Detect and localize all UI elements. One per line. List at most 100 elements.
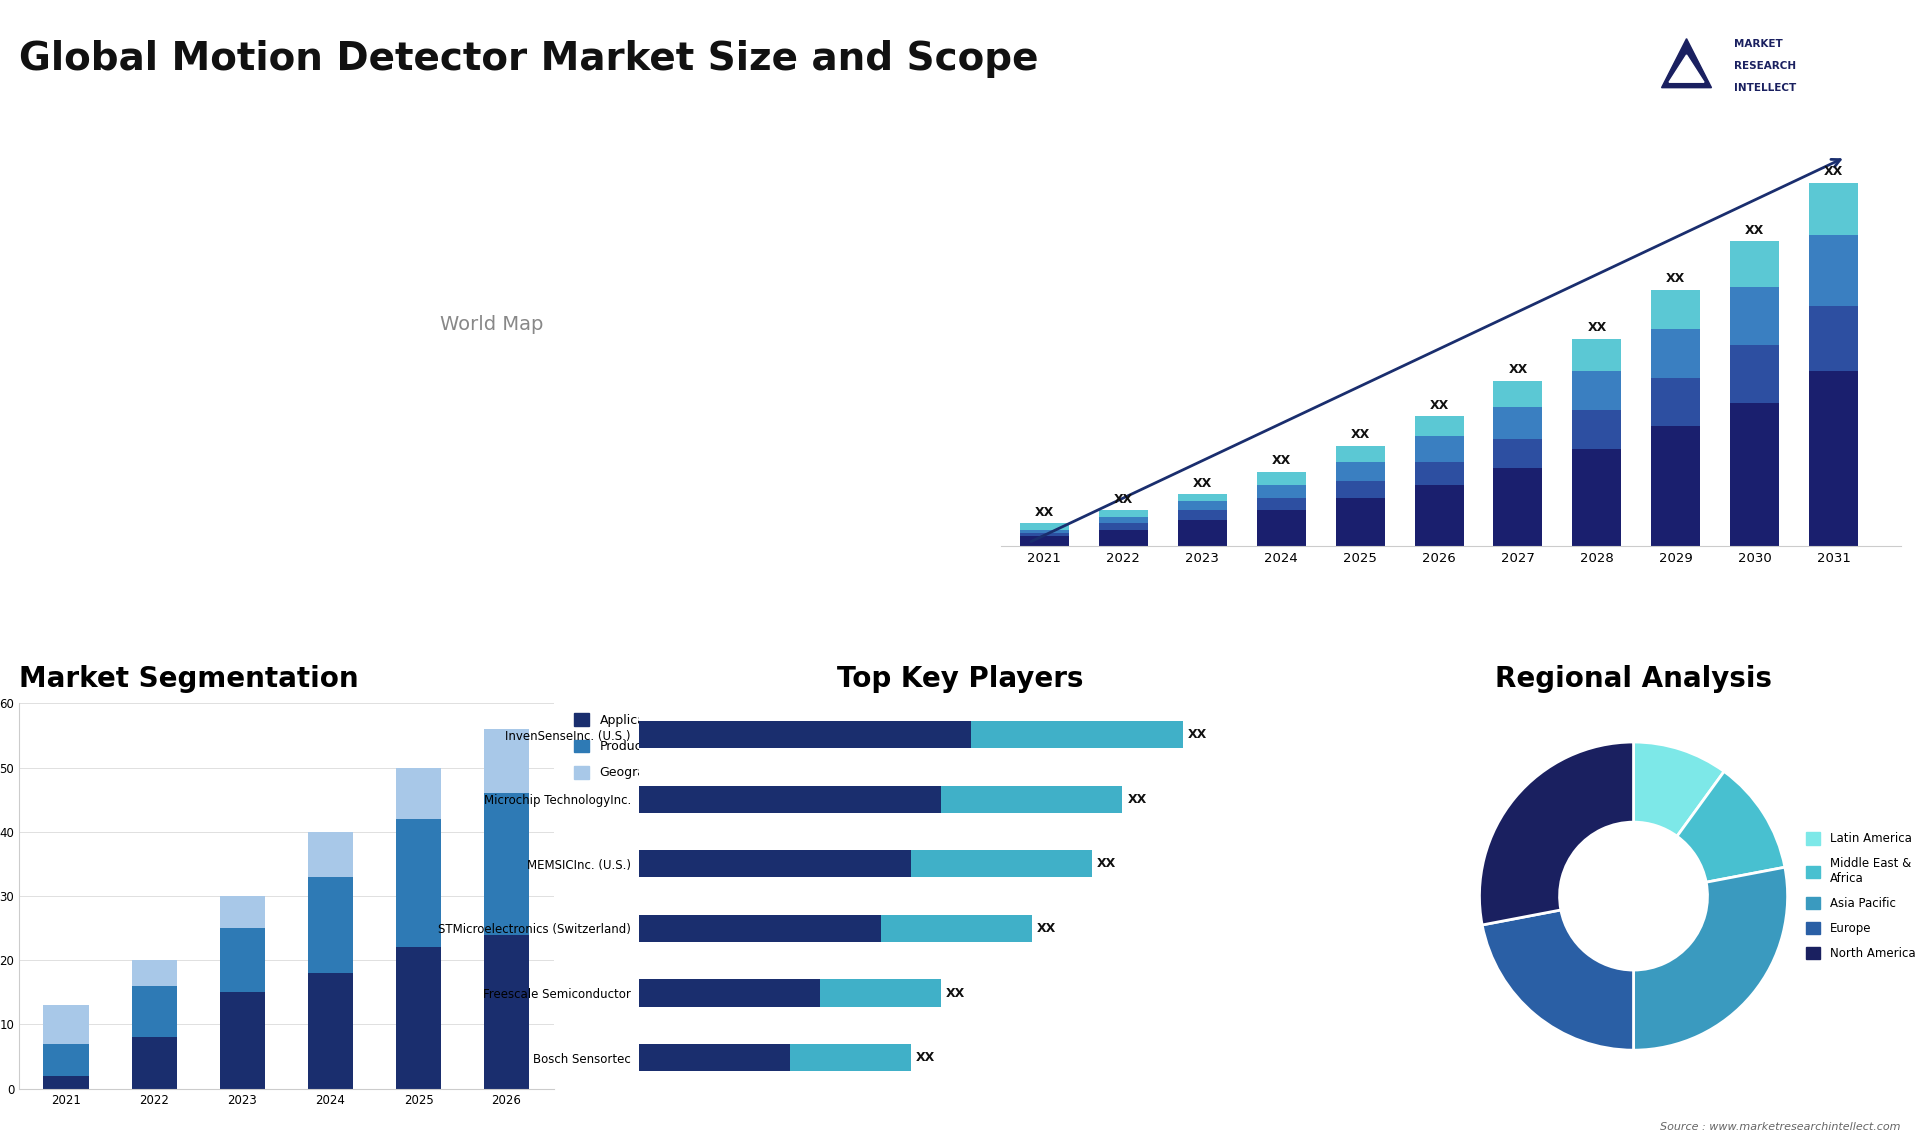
Polygon shape	[1668, 55, 1705, 83]
Title: Top Key Players: Top Key Players	[837, 665, 1083, 693]
Text: Market Segmentation: Market Segmentation	[19, 665, 359, 693]
Bar	[44, 1076, 88, 1089]
Text: XX: XX	[1428, 399, 1450, 411]
Bar	[1809, 183, 1859, 235]
Bar	[1809, 371, 1859, 547]
Wedge shape	[1634, 868, 1788, 1050]
Text: XX: XX	[1745, 223, 1764, 237]
Bar	[396, 948, 442, 1089]
Bar	[1572, 449, 1620, 547]
Text: INTELLECT: INTELLECT	[1734, 83, 1797, 93]
Bar	[1415, 435, 1463, 462]
Bar	[1809, 235, 1859, 306]
Text: RESEARCH: RESEARCH	[1734, 61, 1795, 71]
Bar	[1730, 345, 1780, 403]
Bar	[396, 819, 442, 948]
Bar	[1098, 524, 1148, 529]
Bar	[820, 980, 941, 1006]
Bar	[1336, 446, 1384, 462]
Bar	[219, 928, 265, 992]
Text: XX: XX	[1096, 857, 1116, 870]
Bar	[1730, 403, 1780, 547]
Bar	[484, 793, 530, 935]
Bar	[1572, 371, 1620, 410]
Bar	[1258, 471, 1306, 485]
Bar	[1494, 439, 1542, 469]
Title: Regional Analysis: Regional Analysis	[1496, 665, 1772, 693]
Bar	[1651, 290, 1701, 329]
Bar	[1336, 497, 1384, 547]
Polygon shape	[1661, 39, 1711, 87]
Text: XX: XX	[1271, 454, 1290, 468]
Bar	[307, 877, 353, 973]
Wedge shape	[1676, 771, 1786, 882]
Bar	[307, 973, 353, 1089]
Bar	[1415, 416, 1463, 435]
Wedge shape	[1480, 741, 1634, 925]
Legend: Application, Product, Geography: Application, Product, Geography	[570, 709, 674, 783]
Bar	[972, 721, 1183, 748]
Wedge shape	[1482, 910, 1634, 1050]
Bar	[44, 1005, 88, 1044]
Bar	[639, 915, 881, 942]
Bar	[219, 992, 265, 1089]
Bar	[1020, 533, 1069, 536]
Text: XX: XX	[1509, 363, 1528, 376]
Wedge shape	[1634, 741, 1724, 837]
Text: XX: XX	[1350, 429, 1369, 441]
Legend: Latin America, Middle East &
Africa, Asia Pacific, Europe, North America: Latin America, Middle East & Africa, Asi…	[1801, 827, 1920, 965]
Bar	[484, 729, 530, 793]
Bar	[1258, 497, 1306, 510]
Bar	[1415, 485, 1463, 547]
Bar	[132, 986, 177, 1037]
Text: XX: XX	[1114, 493, 1133, 505]
Bar	[1336, 481, 1384, 497]
Text: XX: XX	[916, 1051, 935, 1065]
Text: Global Motion Detector Market Size and Scope: Global Motion Detector Market Size and S…	[19, 40, 1039, 78]
Bar	[1177, 520, 1227, 547]
Text: XX: XX	[1037, 921, 1056, 935]
Text: Source : www.marketresearchintellect.com: Source : www.marketresearchintellect.com	[1661, 1122, 1901, 1132]
Bar	[1098, 510, 1148, 517]
Text: XX: XX	[947, 987, 966, 999]
Bar	[1258, 510, 1306, 547]
Bar	[1494, 380, 1542, 407]
Bar	[1572, 338, 1620, 371]
Text: XX: XX	[1667, 273, 1686, 285]
Bar	[44, 1044, 88, 1076]
Bar	[1177, 501, 1227, 510]
Bar	[1177, 510, 1227, 520]
Bar	[912, 850, 1092, 878]
Bar	[639, 786, 941, 813]
Bar	[941, 786, 1123, 813]
Bar	[639, 721, 972, 748]
Bar	[1098, 517, 1148, 524]
Text: XX: XX	[1127, 793, 1146, 806]
Bar	[1177, 494, 1227, 501]
Bar	[1020, 529, 1069, 533]
Bar	[639, 980, 820, 1006]
Text: XX: XX	[1192, 477, 1212, 489]
Text: XX: XX	[1188, 728, 1208, 741]
Bar	[791, 1044, 912, 1072]
Bar	[1730, 242, 1780, 286]
Bar	[639, 850, 912, 878]
Bar	[1098, 529, 1148, 547]
Bar	[881, 915, 1031, 942]
Bar	[1415, 462, 1463, 485]
Bar	[1494, 407, 1542, 439]
Bar	[132, 960, 177, 986]
Bar	[1809, 306, 1859, 371]
Bar	[639, 1044, 791, 1072]
Bar	[1651, 377, 1701, 426]
Bar	[132, 1037, 177, 1089]
Bar	[1730, 286, 1780, 345]
Bar	[219, 896, 265, 928]
Text: XX: XX	[1035, 505, 1054, 519]
Bar	[1494, 469, 1542, 547]
Text: XX: XX	[1824, 165, 1843, 179]
Bar	[1336, 462, 1384, 481]
Bar	[307, 832, 353, 877]
Bar	[484, 935, 530, 1089]
Text: XX: XX	[1588, 321, 1607, 335]
